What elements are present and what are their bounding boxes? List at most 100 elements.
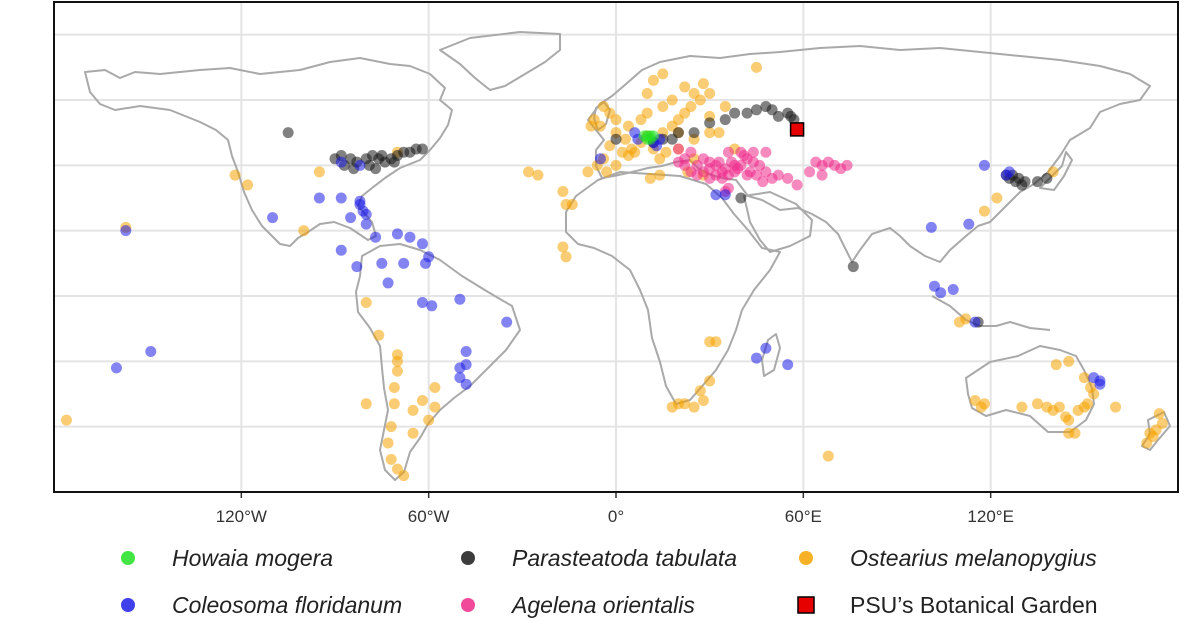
data-point	[716, 172, 728, 184]
data-point	[598, 101, 610, 113]
data-point	[694, 385, 706, 397]
land-indonesia	[931, 295, 1051, 331]
data-point	[282, 127, 294, 139]
data-point	[594, 153, 606, 165]
data-point	[978, 205, 990, 217]
data-point	[969, 316, 981, 328]
data-point	[666, 94, 678, 106]
x-tick-label: 120°W	[216, 507, 267, 526]
data-point	[757, 176, 769, 188]
data-point	[1144, 427, 1156, 439]
data-point	[382, 277, 394, 289]
data-point	[729, 107, 741, 119]
data-point	[747, 146, 759, 158]
data-point	[1063, 414, 1075, 426]
data-point	[110, 362, 122, 374]
data-point	[585, 120, 597, 132]
data-point	[925, 221, 937, 233]
land-arabia	[743, 191, 813, 253]
data-point	[719, 189, 731, 201]
data-point	[791, 179, 803, 191]
data-point	[704, 375, 716, 387]
legend-key-square	[797, 596, 815, 614]
plot-frame	[53, 1, 1179, 493]
highlight-marker	[789, 122, 805, 137]
data-point	[601, 166, 613, 178]
data-point	[566, 199, 578, 211]
data-point	[963, 218, 975, 230]
legend-label: Ostearius melanopygius	[850, 545, 1097, 571]
data-point	[1081, 398, 1093, 410]
legend-key-dot	[461, 551, 475, 565]
data-point	[145, 346, 157, 358]
data-point	[978, 159, 990, 171]
data-point	[360, 218, 372, 230]
data-point	[741, 107, 753, 119]
data-point	[454, 293, 466, 305]
data-point	[1041, 172, 1053, 184]
data-point	[429, 401, 441, 413]
data-point	[672, 143, 684, 155]
data-point	[729, 159, 741, 171]
land-australia	[965, 345, 1095, 433]
data-point	[697, 78, 709, 90]
data-point	[772, 110, 784, 122]
data-point	[376, 257, 388, 269]
data-point	[1053, 401, 1065, 413]
data-point	[1019, 176, 1031, 188]
data-point	[335, 192, 347, 204]
data-point	[704, 87, 716, 99]
data-point	[688, 401, 700, 413]
data-point	[423, 414, 435, 426]
data-point	[298, 225, 310, 237]
data-point	[719, 114, 731, 126]
data-point	[557, 185, 569, 197]
data-point	[426, 300, 438, 312]
data-point	[1088, 388, 1100, 400]
data-point	[710, 336, 722, 348]
data-point	[685, 101, 697, 113]
data-point	[657, 68, 669, 80]
data-point	[660, 146, 672, 158]
data-point	[388, 398, 400, 410]
data-point	[391, 355, 403, 367]
data-point	[335, 244, 347, 256]
x-tick-label: 120°E	[967, 507, 1014, 526]
data-point	[735, 192, 747, 204]
data-point	[335, 156, 347, 168]
data-point	[772, 169, 784, 181]
data-point	[354, 195, 366, 207]
data-point	[822, 450, 834, 462]
data-point	[782, 172, 794, 184]
legend-label: PSU’s Botanical Garden	[850, 592, 1098, 618]
data-point	[373, 329, 385, 341]
data-point	[313, 166, 325, 178]
data-point	[351, 261, 363, 273]
data-point	[1063, 355, 1075, 367]
data-point	[454, 362, 466, 374]
data-point	[501, 316, 513, 328]
tick-labels: 120°W 60°W 0° 60°E 120°E	[216, 492, 1014, 526]
data-point	[654, 169, 666, 181]
data-point	[370, 163, 382, 175]
data-point	[398, 257, 410, 269]
data-point	[804, 166, 816, 178]
data-point	[1153, 408, 1165, 420]
data-point	[816, 169, 828, 181]
data-point	[960, 313, 972, 325]
psu-botanical-garden-marker	[789, 122, 805, 137]
data-point	[722, 146, 734, 158]
data-point	[810, 156, 822, 168]
data-point	[60, 414, 72, 426]
data-point	[629, 146, 641, 158]
data-point	[557, 241, 569, 253]
data-point	[360, 297, 372, 309]
data-point	[1032, 176, 1043, 188]
data-point	[404, 231, 416, 243]
legend-label: Agelena orientalis	[510, 592, 695, 618]
data-point	[398, 470, 410, 482]
data-point	[697, 395, 709, 407]
data-point	[688, 87, 700, 99]
data-point	[582, 166, 594, 178]
